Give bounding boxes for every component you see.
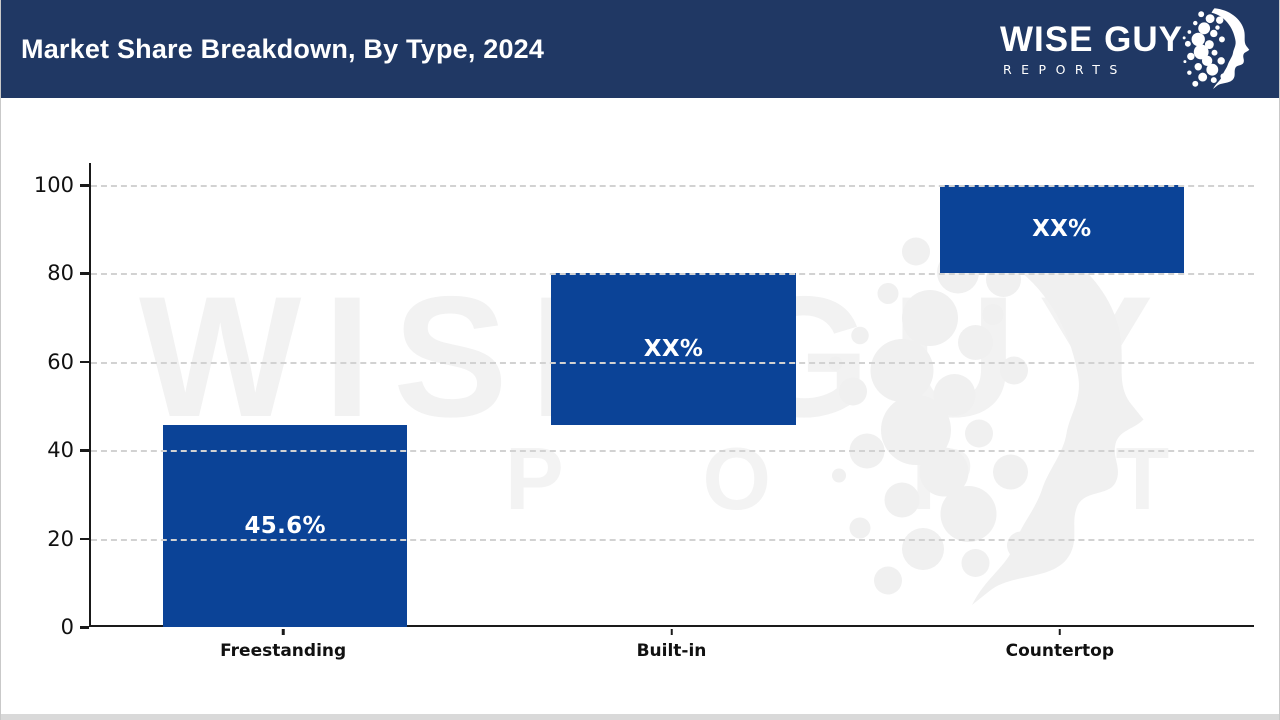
y-tick-mark	[80, 537, 89, 541]
x-category-label: Countertop	[1005, 641, 1115, 661]
y-tick-label: 20	[47, 526, 74, 551]
wiseguy-logo: WISE GUY REPORTS	[1000, 7, 1253, 91]
chart-area: WISE GUY R P O R T S 45.6%XX%XX% 0204060…	[1, 98, 1279, 714]
y-tick-mark	[80, 360, 89, 364]
bar-value-label: 45.6%	[244, 513, 326, 540]
x-tick-mark	[670, 629, 673, 635]
bar-value-label: XX%	[643, 336, 704, 363]
page-title: Market Share Breakdown, By Type, 2024	[21, 33, 545, 64]
gridline	[91, 450, 1254, 453]
gridline	[91, 273, 1254, 276]
y-tick-mark	[80, 184, 89, 187]
y-tick-label: 0	[60, 615, 74, 639]
y-tick-mark	[80, 272, 89, 275]
gridline	[91, 185, 1254, 188]
wiseguy-head-icon	[1182, 8, 1250, 89]
bar-segment-countertop: XX%	[939, 185, 1185, 274]
y-tick-label: 60	[47, 349, 74, 374]
report-header: Market Share Breakdown, By Type, 2024 WI…	[1, 0, 1279, 98]
bottom-strip	[1, 714, 1279, 720]
y-tick-mark	[80, 626, 89, 629]
gridline	[91, 361, 1254, 364]
bar-value-label: XX%	[1032, 216, 1092, 243]
x-tick-mark	[281, 629, 285, 635]
plot-area: 45.6% XX% XX%	[89, 163, 1254, 627]
bar-segment-freestanding: 45.6%	[162, 425, 408, 627]
brand-subname: REPORTS	[1002, 61, 1127, 77]
y-tick-label: 80	[47, 261, 74, 286]
brand-name: WISE GUY	[999, 19, 1183, 59]
y-tick-label: 40	[47, 438, 74, 463]
x-category-label: Freestanding	[220, 641, 347, 661]
y-tick-mark	[80, 449, 89, 452]
y-tick-label: 100	[33, 173, 74, 198]
gridline	[91, 538, 1254, 541]
x-category-label: Built-in	[636, 641, 707, 661]
x-tick-mark	[1058, 629, 1062, 635]
bar-segment-built-in: XX%	[551, 273, 796, 426]
